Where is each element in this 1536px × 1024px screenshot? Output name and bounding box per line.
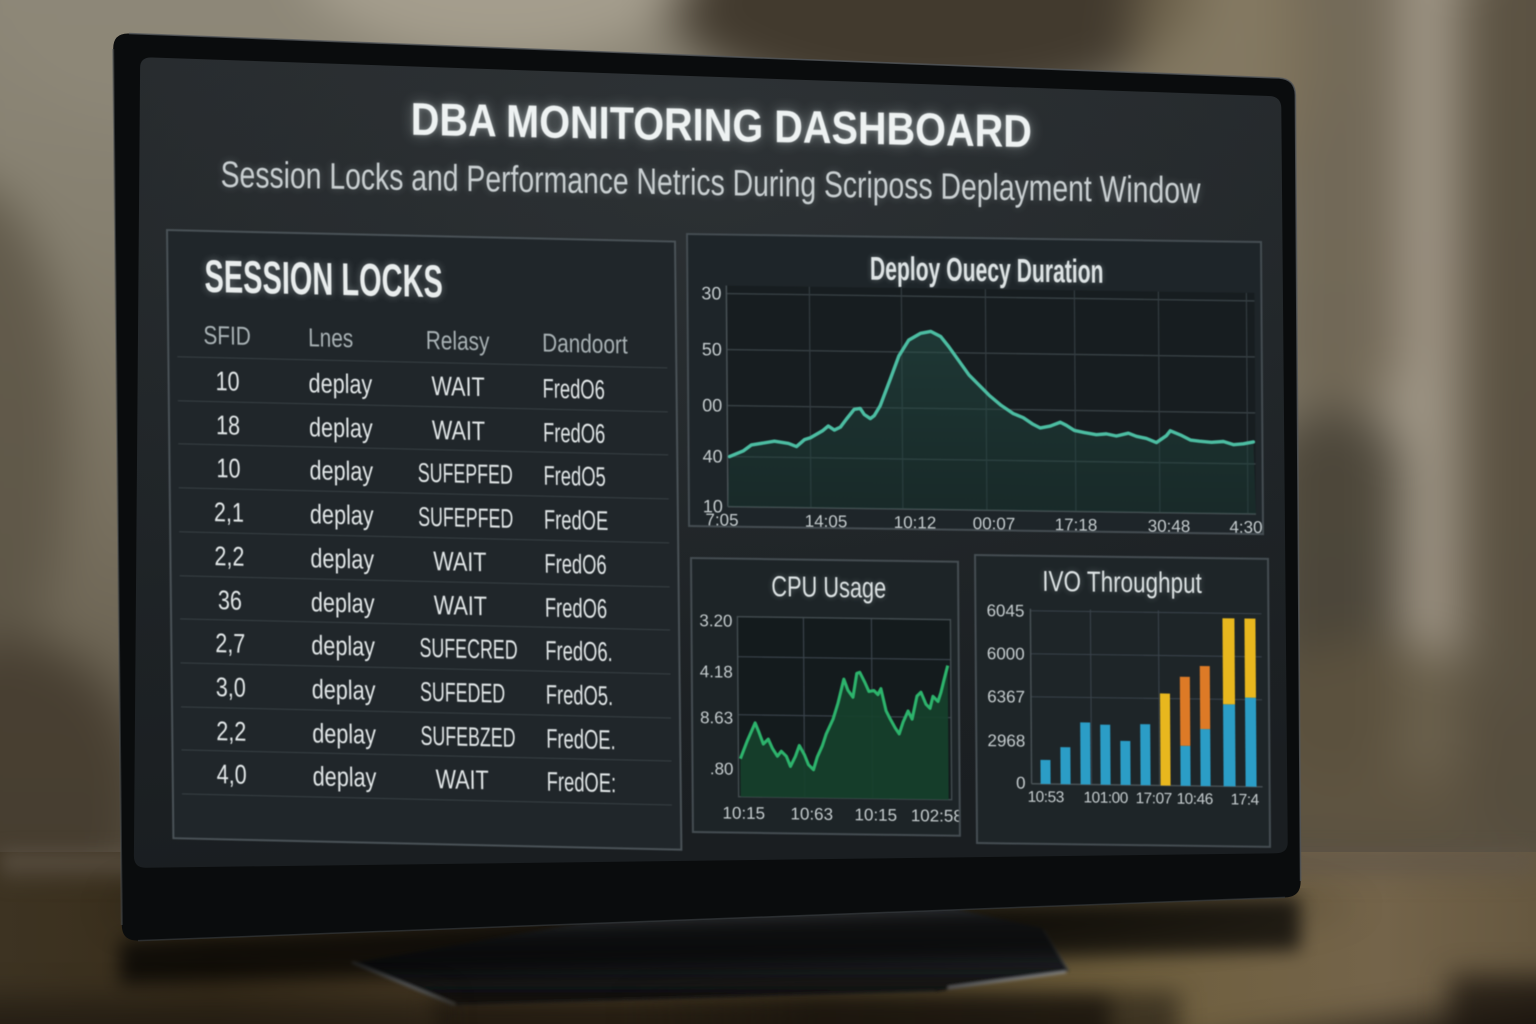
svg-text:30: 30 xyxy=(701,283,721,303)
svg-text:00: 00 xyxy=(702,395,722,415)
svg-text:10: 10 xyxy=(703,496,723,516)
svg-text:00:07: 00:07 xyxy=(973,514,1016,534)
svg-text:3.20: 3.20 xyxy=(699,611,732,630)
svg-text:30:48: 30:48 xyxy=(1148,516,1191,536)
svg-text:8.63: 8.63 xyxy=(700,708,733,727)
svg-text:7:05: 7:05 xyxy=(705,510,738,529)
svg-text:17:18: 17:18 xyxy=(1055,515,1098,535)
svg-text:4.18: 4.18 xyxy=(700,662,733,681)
svg-text:6045: 6045 xyxy=(987,601,1025,620)
svg-text:2968: 2968 xyxy=(987,731,1025,750)
svg-text:50: 50 xyxy=(702,339,722,359)
svg-text:14:05: 14:05 xyxy=(805,512,848,532)
svg-text:10:53: 10:53 xyxy=(1027,789,1063,806)
svg-text:40: 40 xyxy=(702,446,722,466)
svg-text:10:63: 10:63 xyxy=(790,804,833,824)
svg-text:101:00: 101:00 xyxy=(1083,789,1128,807)
svg-text:10:12: 10:12 xyxy=(894,513,937,533)
svg-text:17:4: 17:4 xyxy=(1231,791,1260,808)
svg-text:102:58: 102:58 xyxy=(911,806,959,826)
svg-text:10:46: 10:46 xyxy=(1176,791,1212,808)
svg-text:17:07: 17:07 xyxy=(1135,790,1171,807)
svg-text:4:30: 4:30 xyxy=(1229,518,1262,537)
svg-text:10:15: 10:15 xyxy=(722,803,765,823)
svg-text:.80: .80 xyxy=(710,759,734,778)
svg-text:6000: 6000 xyxy=(987,644,1025,663)
svg-text:6367: 6367 xyxy=(987,687,1025,706)
svg-text:10:15: 10:15 xyxy=(854,805,897,825)
svg-text:0: 0 xyxy=(1016,774,1026,793)
